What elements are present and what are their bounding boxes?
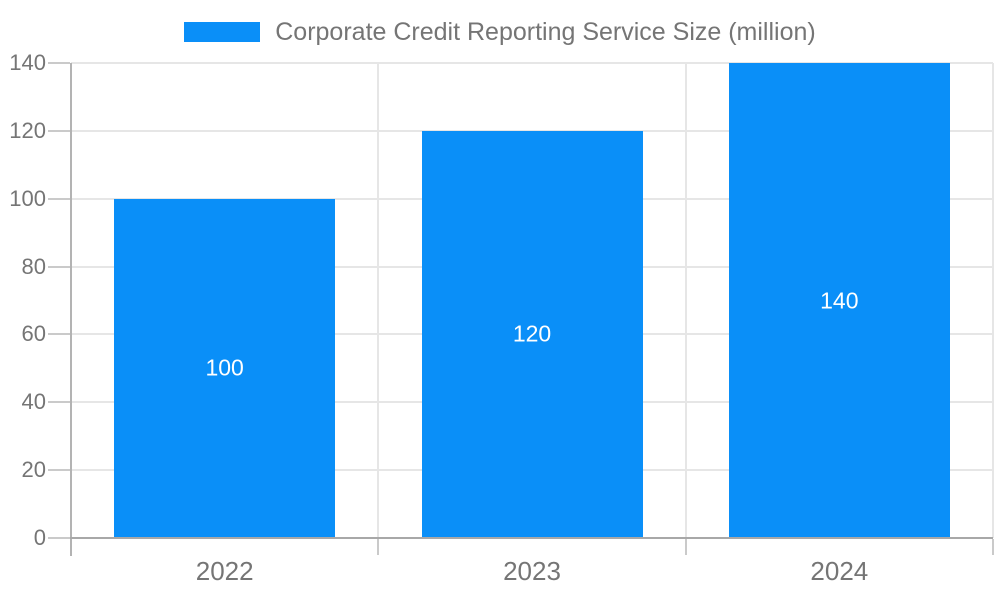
- y-axis-tick: [48, 129, 70, 132]
- y-axis-line: [70, 63, 72, 556]
- gridline-horizontal: [71, 129, 993, 132]
- x-axis-tick: [992, 539, 994, 555]
- x-axis-line: [70, 537, 993, 539]
- legend-label: Corporate Credit Reporting Service Size …: [275, 18, 816, 46]
- legend-swatch: [184, 22, 261, 42]
- y-axis-tick: [48, 265, 70, 268]
- x-axis-label: 2024: [810, 556, 869, 586]
- gridline-vertical: [377, 63, 380, 538]
- plot-area: 100 120 140: [71, 62, 994, 538]
- x-axis-tick: [684, 539, 687, 555]
- y-axis-tick: [48, 537, 70, 539]
- x-axis-tick: [377, 539, 380, 555]
- y-axis-label: 40: [21, 389, 46, 415]
- y-axis-label: 140: [9, 50, 46, 75]
- bar-value-label: 140: [820, 287, 859, 313]
- bar: 140: [728, 63, 950, 538]
- gridline-vertical: [684, 63, 687, 538]
- y-axis-tick: [48, 401, 70, 404]
- y-axis-label: 0: [33, 525, 46, 550]
- y-axis-label: 100: [9, 185, 46, 211]
- y-axis-label: 60: [21, 321, 46, 347]
- chart-legend[interactable]: Corporate Credit Reporting Service Size …: [0, 18, 1000, 46]
- bar: 120: [421, 130, 643, 538]
- gridline-horizontal: [71, 62, 993, 64]
- bar-value-label: 100: [205, 354, 244, 381]
- y-axis-tick: [48, 469, 70, 472]
- y-axis-tick: [48, 333, 70, 336]
- y-axis-label: 80: [21, 253, 46, 279]
- gridline-vertical: [992, 63, 994, 538]
- y-axis-tick: [48, 197, 70, 200]
- y-axis-label: 120: [9, 117, 46, 143]
- x-axis-label: 2023: [503, 556, 561, 586]
- y-axis-label: 20: [21, 457, 46, 483]
- y-axis-tick: [48, 62, 70, 64]
- bar: 100: [114, 198, 336, 538]
- bar-value-label: 120: [512, 320, 552, 347]
- x-axis-label: 2022: [195, 556, 254, 586]
